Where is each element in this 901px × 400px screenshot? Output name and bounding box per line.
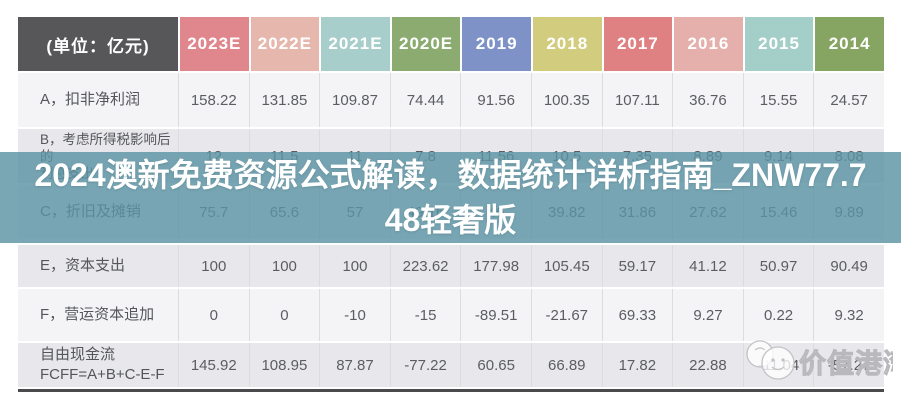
value-cell: 177.98 [460,245,531,287]
table-row: F，营运资本追加 0 0 -10 -15 -89.51 -21.67 69.33 9.27 0.2… [18,289,884,341]
value-cell: 105.45 [530,245,602,287]
value-cell: 59.17 [601,245,673,287]
value-cell: 24.57 [813,73,884,127]
value-cell: 90.49 [813,245,884,287]
table-row: E，资本支出 100 100 100 223.62 177.98 105.45 59.17 41… [18,245,884,287]
value-cell: 0 [248,289,320,341]
value-cell: 69.33 [601,289,673,341]
value-cell: 131.85 [248,73,320,127]
value-cell: -77.22 [389,343,461,387]
value-cell: 91.56 [460,73,531,127]
value-cell: 87.87 [319,343,390,387]
value-cell: 17.82 [601,343,673,387]
value-cell: -57.27 [813,343,884,387]
value-cell: 100 [319,245,390,287]
value-cell: 108.95 [248,343,320,387]
value-cell: 60.65 [460,343,531,387]
promo-overlay-banner: 2024澳新免费资源公式解读，数据统计详析指南_ZNW77.7 48轻奢版 [0,152,901,243]
value-cell: -21.67 [530,289,602,341]
value-cell: 0 [178,289,249,341]
value-cell: 41.12 [672,245,743,287]
table-row: A，扣非净利润 158.22 131.85 109.87 74.44 91.56 100.3… [18,73,884,127]
value-cell: 22.88 [672,343,743,387]
watermark: 价值港湾 [733,332,901,395]
value-cell: 9.27 [672,289,743,341]
smiley-circles-icon [746,340,795,380]
value-cell: 15.55 [742,73,814,127]
value-cell: 0.22 [742,289,814,341]
value-cell: -89.51 [460,289,531,341]
table-bottom-border [18,389,884,392]
column-header-2016: 2016 [674,17,743,71]
row-label: A，扣非净利润 [40,91,141,108]
value-cell: -10 [319,289,390,341]
watermark-text: 价值港湾 [799,348,893,379]
value-cell: 223.62 [389,245,461,287]
column-header-2020E: 2020E [391,17,461,71]
value-cell: 145.92 [178,343,249,387]
value-cell: 66.89 [530,343,602,387]
table-row: 自由现金流 FCFF=A+B+C-E-F 145.92 108.95 87.87 -77.… [18,343,884,387]
row-label: 自由现金流 FCFF=A+B+C-E-F [40,346,165,383]
value-cell: 100 [178,245,249,287]
column-header-2021E: 2021E [321,17,390,71]
value-cell: -15 [389,289,461,341]
value-cell: 74.44 [389,73,461,127]
value-cell: 36.76 [672,73,743,127]
value-cell: 100 [248,245,320,287]
value-cell: 109.87 [319,73,390,127]
row-label: F，营运资本追加 [40,306,155,323]
column-header-2017: 2017 [603,17,673,71]
value-cell: 107.11 [601,73,673,127]
promo-overlay-line2: 48轻奢版 [384,201,517,238]
column-header-2019: 2019 [462,17,531,71]
value-cell: 158.22 [178,73,249,127]
value-cell: 9.32 [813,289,884,341]
column-header-2014: 2014 [815,17,884,71]
column-header-2022E: 2022E [250,17,320,71]
promo-overlay-line1: 2024澳新免费资源公式解读，数据统计详析指南_ZNW77.7 [34,156,867,193]
row-label: E，资本支出 [40,257,126,274]
table-header-row: (单位：亿元) 2023E 2022E 2021E 2020E 2019 2018 2017… [18,17,884,71]
column-header-2018: 2018 [532,17,602,71]
unit-label-cell: (单位：亿元) [18,17,178,71]
value-cell: 50.97 [742,245,814,287]
value-cell: 100.35 [530,73,602,127]
column-header-2015: 2015 [744,17,814,71]
column-header-2023E: 2023E [180,17,249,71]
